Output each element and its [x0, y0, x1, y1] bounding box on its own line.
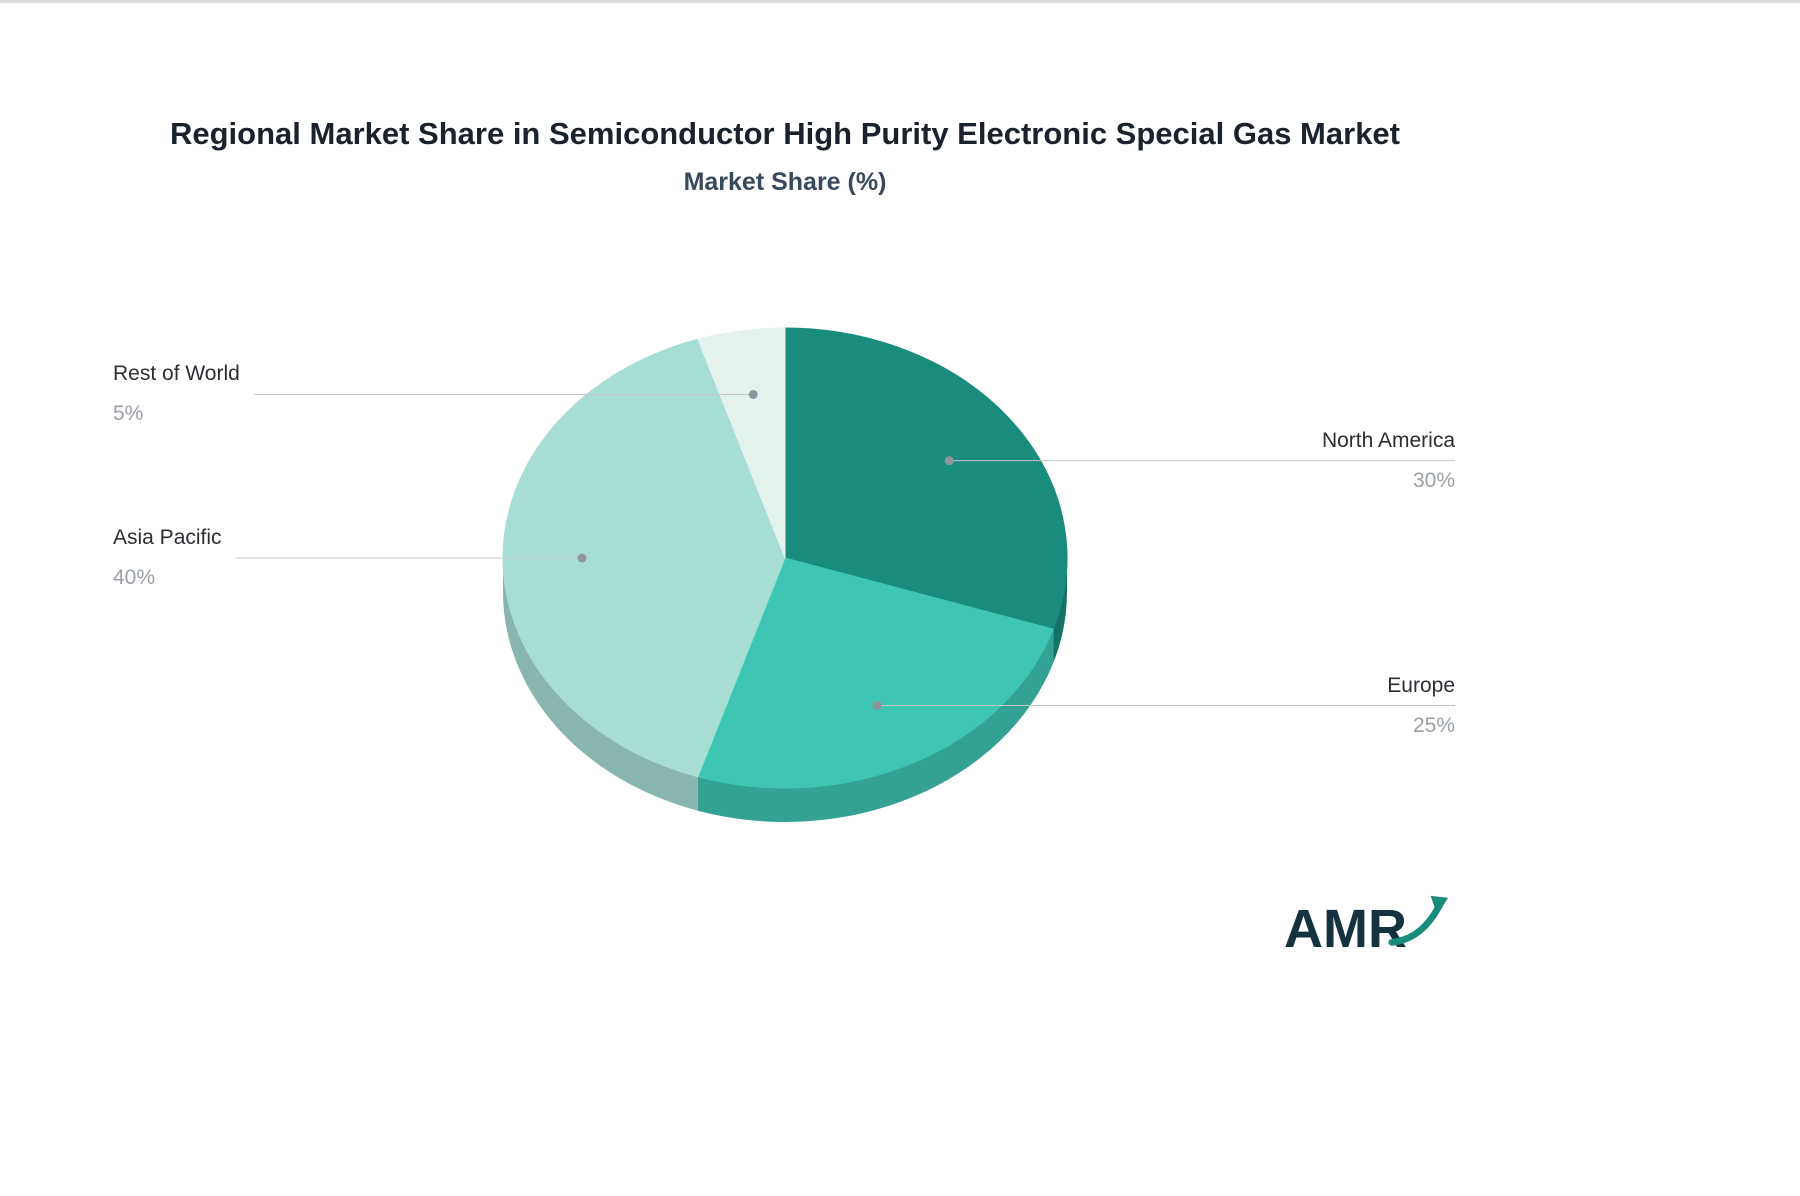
chart-subtitle: Market Share (%) — [683, 168, 887, 196]
brand-arrow-icon — [1388, 895, 1449, 946]
pie-slice-north-america[interactable] — [784, 327, 1068, 630]
brand-logo-text: AMR — [1284, 899, 1407, 959]
brand-arrow-head — [1430, 895, 1449, 916]
chart-title: Regional Market Share in Semiconductor H… — [169, 116, 1400, 151]
pie-slice-rest-of-world[interactable] — [697, 327, 786, 559]
brand-arrow-swoosh — [1388, 904, 1442, 946]
pie-slice-side — [503, 558, 698, 811]
leader-dot — [944, 456, 954, 466]
pie-slice-side — [697, 629, 1054, 822]
pie-slice-side — [1053, 558, 1067, 664]
pie-slice-europe[interactable] — [697, 557, 1054, 789]
brand-logo: AMR — [1284, 895, 1460, 968]
leader-dot — [748, 389, 758, 399]
top-border — [0, 0, 1800, 3]
leader-dot — [872, 701, 882, 711]
leader-dot — [577, 553, 587, 563]
